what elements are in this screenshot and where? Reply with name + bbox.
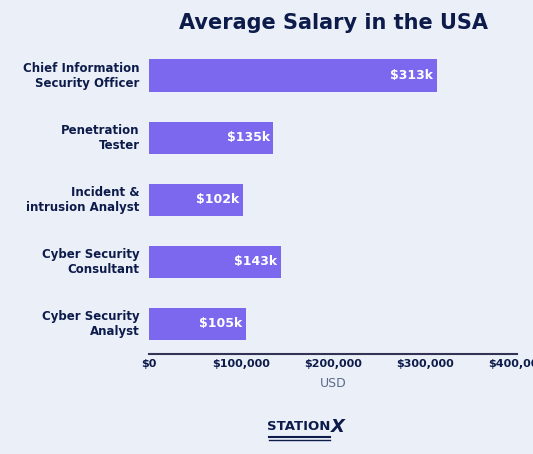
Text: $143k: $143k — [234, 255, 277, 268]
Text: $135k: $135k — [227, 131, 270, 144]
Bar — [149, 183, 243, 216]
Text: X: X — [330, 418, 344, 436]
Bar — [149, 59, 437, 92]
Title: Average Salary in the USA: Average Salary in the USA — [179, 13, 488, 33]
Text: STATION: STATION — [267, 420, 330, 433]
Text: $105k: $105k — [199, 317, 242, 331]
Bar — [149, 122, 273, 154]
Bar — [149, 246, 281, 278]
X-axis label: USD: USD — [320, 377, 346, 390]
Text: $102k: $102k — [196, 193, 239, 206]
Bar — [149, 308, 246, 340]
Text: $313k: $313k — [390, 69, 433, 82]
